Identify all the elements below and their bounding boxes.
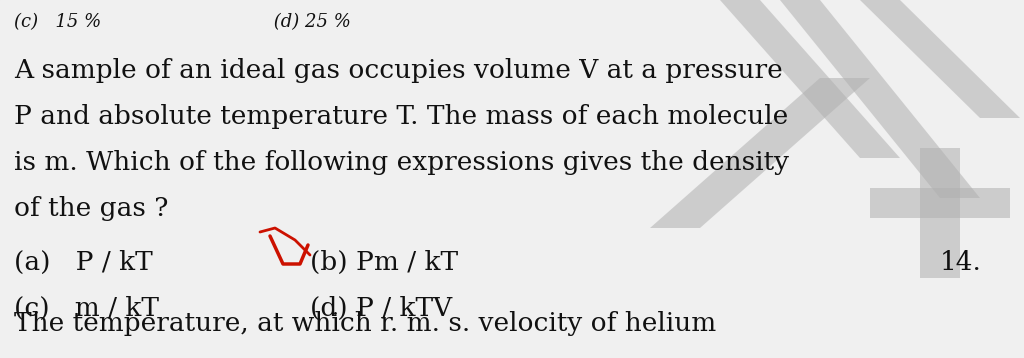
Text: The temperature, at which r. m. s. velocity of helium: The temperature, at which r. m. s. veloc… xyxy=(14,311,716,336)
Polygon shape xyxy=(780,0,980,198)
Text: is m. Which of the following expressions gives the density: is m. Which of the following expressions… xyxy=(14,150,790,175)
Polygon shape xyxy=(650,78,870,228)
Text: P and absolute temperature T. The mass of each molecule: P and absolute temperature T. The mass o… xyxy=(14,104,788,129)
Polygon shape xyxy=(720,0,900,158)
Text: (c)   m / kT: (c) m / kT xyxy=(14,296,159,321)
Polygon shape xyxy=(920,148,961,278)
Text: (a)   P / kT: (a) P / kT xyxy=(14,250,153,275)
Text: of the gas ?: of the gas ? xyxy=(14,196,168,221)
Text: 14.: 14. xyxy=(940,250,982,275)
Text: (d) P / kTV: (d) P / kTV xyxy=(310,296,453,321)
Text: A sample of an ideal gas occupies volume V at a pressure: A sample of an ideal gas occupies volume… xyxy=(14,58,782,83)
Text: (b) Pm / kT: (b) Pm / kT xyxy=(310,250,458,275)
Polygon shape xyxy=(860,0,1020,118)
Polygon shape xyxy=(870,188,1010,218)
Text: (c)   15 %                              (d) 25 %: (c) 15 % (d) 25 % xyxy=(14,13,351,31)
